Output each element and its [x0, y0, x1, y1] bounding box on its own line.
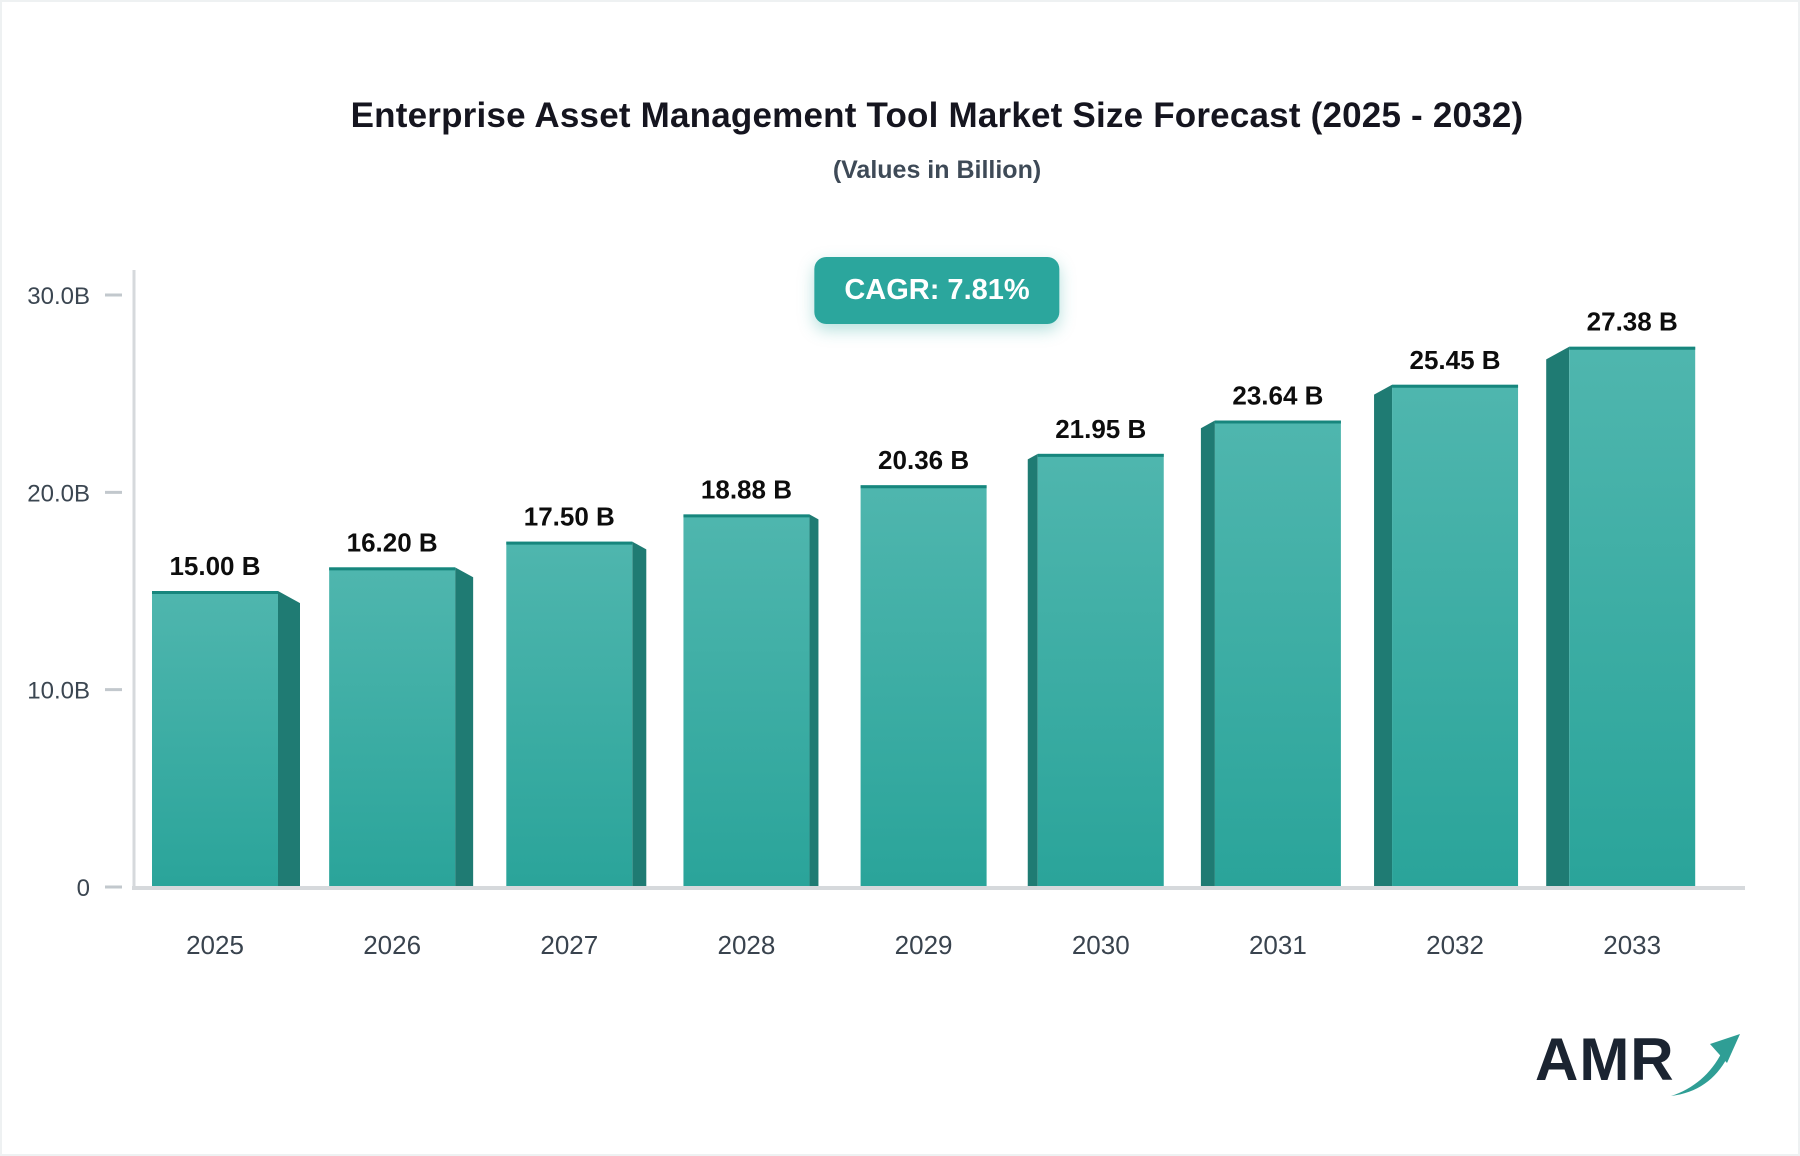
bar-value-label: 17.50 B — [524, 502, 615, 532]
bar-side-2030 — [1027, 453, 1038, 887]
bar-value-label: 27.38 B — [1587, 307, 1678, 337]
bar-value-label: 25.45 B — [1410, 345, 1501, 375]
bar-value-label: 15.00 B — [169, 551, 260, 581]
bar-side-2027 — [632, 541, 647, 887]
bar-side-2032 — [1374, 384, 1393, 887]
x-axis-label-2028: 2028 — [718, 930, 776, 960]
bar-value-label: 20.36 B — [878, 445, 969, 475]
bar-2032 — [1392, 384, 1519, 887]
x-axis-label-2027: 2027 — [540, 930, 598, 960]
bar-side-2031 — [1200, 420, 1215, 887]
bar-side-2025 — [278, 591, 300, 887]
bar-value-label: 21.95 B — [1055, 414, 1146, 444]
x-axis-label-2026: 2026 — [363, 930, 421, 960]
bar-2028 — [683, 514, 810, 887]
bar-side-2033 — [1546, 346, 1570, 888]
x-axis-label-2030: 2030 — [1072, 930, 1130, 960]
y-axis-tick-label: 30.0B — [27, 283, 90, 310]
bar-value-label: 18.88 B — [701, 474, 792, 504]
bar-2025 — [152, 591, 278, 887]
x-axis-label-2032: 2032 — [1426, 930, 1484, 960]
cagr-badge: CAGR: 7.81% — [814, 257, 1060, 324]
bar-2027 — [506, 541, 633, 887]
chart-title: Enterprise Asset Management Tool Market … — [350, 96, 1524, 135]
x-axis-label-2025: 2025 — [186, 930, 244, 960]
y-axis-tick-label: 10.0B — [27, 678, 90, 705]
bar-value-label: 23.64 B — [1232, 381, 1323, 411]
x-axis-label-2029: 2029 — [895, 930, 953, 960]
logo-text: AMR — [1535, 1026, 1675, 1093]
bar-2026 — [329, 567, 456, 887]
bar-2033 — [1569, 346, 1696, 888]
bar-value-label: 16.20 B — [347, 527, 438, 557]
y-axis-tick-label: 20.0B — [27, 480, 90, 507]
bar-2029 — [860, 485, 987, 887]
y-axis-tick-label: 0 — [77, 875, 90, 902]
logo-arrow-icon — [1670, 1034, 1740, 1096]
bar-2031 — [1214, 420, 1341, 887]
bar-2030 — [1037, 453, 1164, 887]
chart-subtitle: (Values in Billion) — [832, 156, 1042, 184]
bar-side-2026 — [455, 567, 474, 887]
bar-side-2028 — [809, 514, 819, 887]
x-axis-label-2031: 2031 — [1249, 930, 1307, 960]
x-axis-label-2033: 2033 — [1603, 930, 1661, 960]
amr-logo: AMR — [1535, 1030, 1743, 1104]
